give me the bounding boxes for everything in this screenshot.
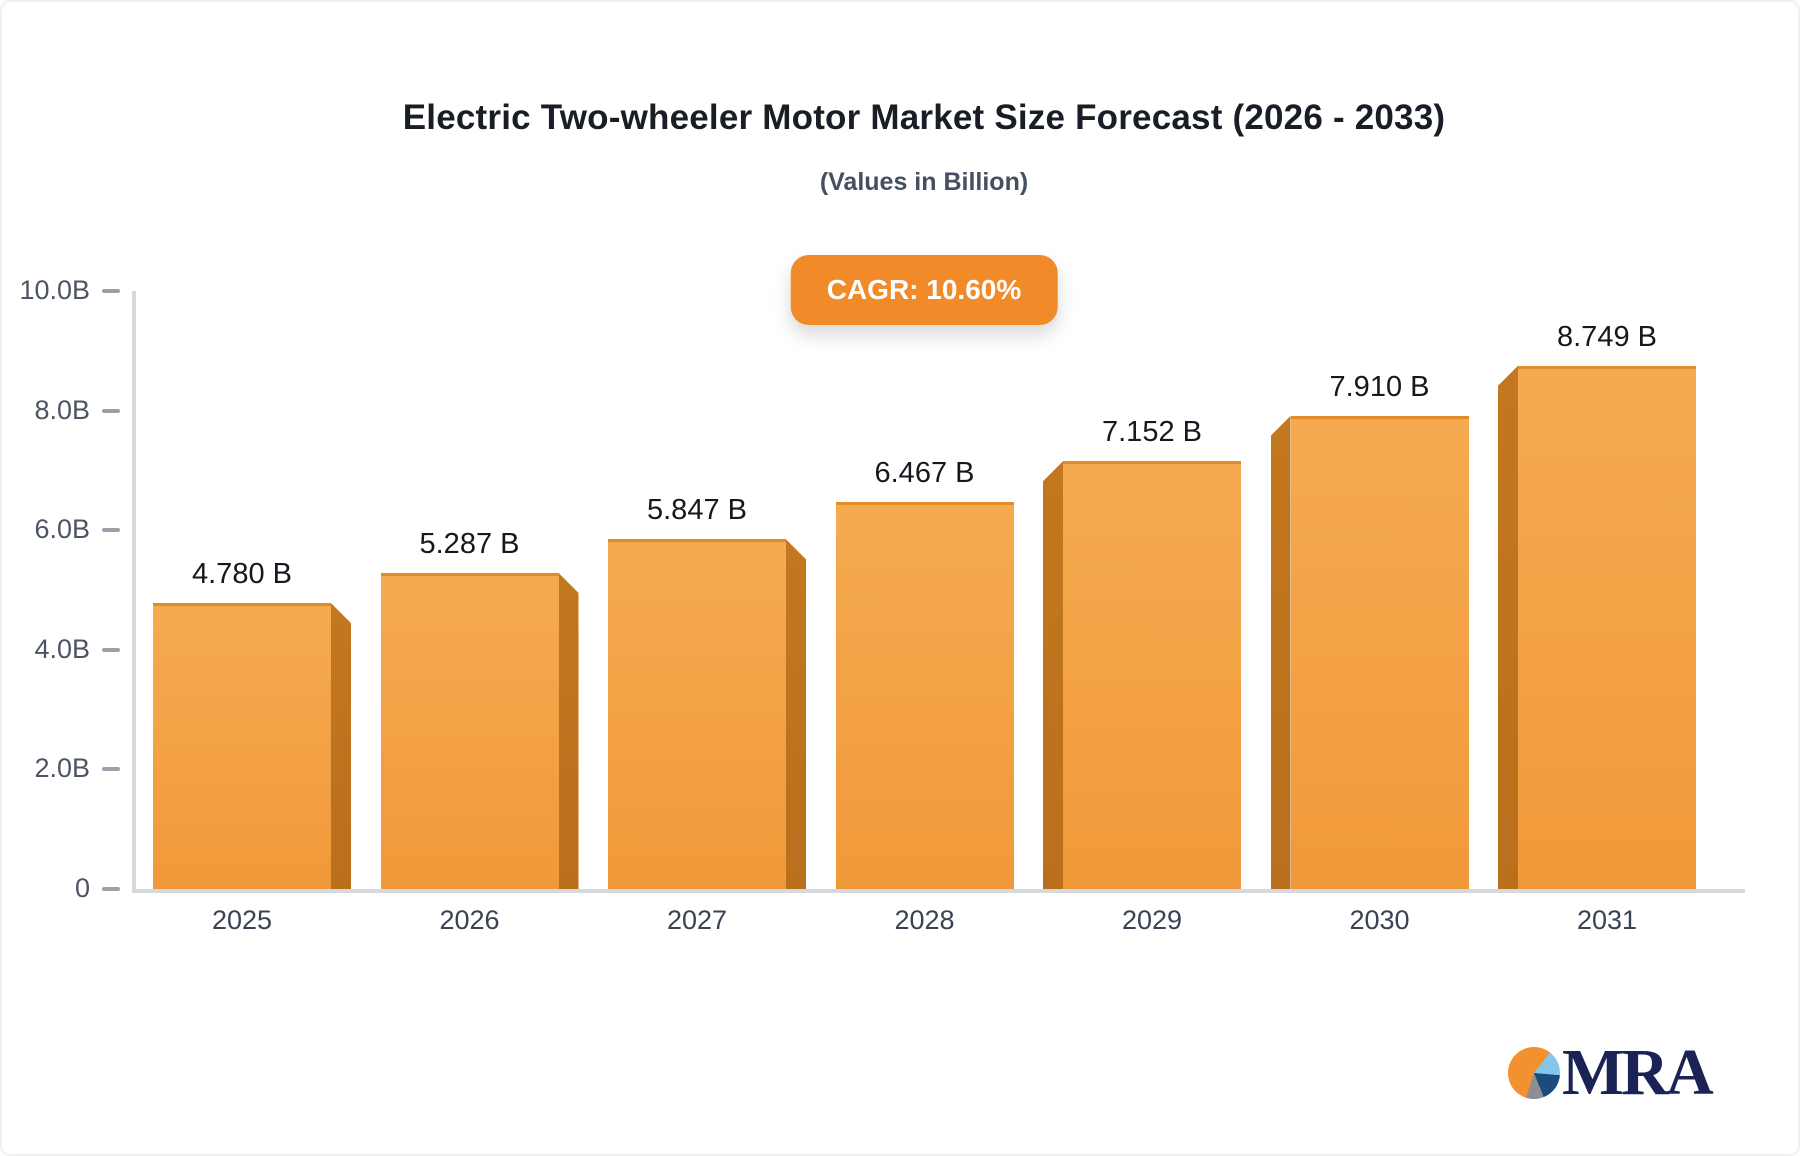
mra-logo-text: MRA	[1562, 1036, 1714, 1109]
bar-2029	[1063, 461, 1241, 889]
y-tick-label: 10.0B	[19, 275, 90, 305]
y-tick-mark	[102, 767, 120, 772]
y-tick-mark	[102, 887, 120, 891]
y-tick-label: 8.0B	[34, 394, 90, 425]
bar-3d-side	[558, 572, 579, 889]
bar-value-label: 7.910 B	[1329, 370, 1430, 403]
y-tick-mark	[102, 647, 120, 652]
bar-3d-side	[786, 539, 806, 889]
x-axis-label: 2027	[666, 905, 728, 935]
bar-2031	[1518, 365, 1696, 889]
y-tick-mark	[102, 408, 120, 413]
bar-3d-side	[1270, 415, 1291, 889]
x-axis-label: 2028	[894, 905, 955, 935]
bar-value-label: 4.780 B	[192, 558, 292, 591]
x-axis-line	[132, 889, 1745, 893]
bar-3d-side	[331, 603, 351, 889]
y-tick-label: 0	[74, 873, 90, 903]
bar-2026	[380, 572, 559, 889]
x-axis-label: 2031	[1576, 905, 1638, 935]
y-tick-label: 4.0B	[34, 633, 90, 664]
chart-title: Electric Two-wheeler Motor Market Size F…	[402, 98, 1446, 137]
y-tick-label: 6.0B	[34, 514, 90, 545]
x-axis-label: 2029	[1121, 905, 1183, 935]
bar-3d-side	[1498, 365, 1518, 889]
bar-value-label: 6.467 B	[874, 457, 975, 490]
bar-value-label: 5.287 B	[419, 527, 520, 560]
bar-value-label: 5.847 B	[647, 494, 747, 527]
cagr-badge: CAGR: 10.60%	[790, 255, 1058, 325]
bar-value-label: 8.749 B	[1557, 320, 1657, 353]
y-tick-label: 2.0B	[34, 753, 90, 784]
y-axis-line	[132, 291, 136, 893]
chart-subtitle: (Values in Billion)	[819, 168, 1029, 196]
bar-2027	[608, 539, 786, 889]
mra-logo: MRA	[1508, 1036, 1714, 1109]
bar-2028	[835, 502, 1014, 889]
x-axis-label: 2026	[439, 905, 500, 935]
bar-value-label: 7.152 B	[1102, 416, 1202, 449]
y-tick-mark	[102, 528, 120, 533]
bar-2030	[1290, 415, 1469, 889]
x-axis-label: 2030	[1349, 905, 1410, 935]
x-axis-label: 2025	[211, 905, 273, 935]
y-tick-mark	[102, 289, 120, 293]
bar-3d-side	[1043, 461, 1063, 889]
bar-2025	[153, 603, 331, 889]
pie-chart-logo-icon	[1508, 1047, 1560, 1099]
